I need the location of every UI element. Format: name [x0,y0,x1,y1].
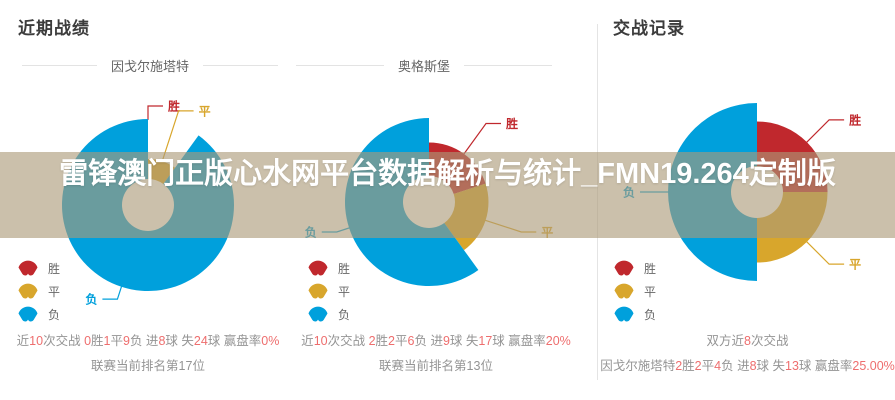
legend-ingolstadt: 胜 平 负 [16,260,60,322]
legend-item-lose[interactable]: 负 [306,306,350,322]
subtitle-line-right [203,64,279,66]
slice-label: 胜 [506,116,518,131]
slice-label: 平 [199,104,211,118]
legend-label: 负 [644,307,657,322]
legend-label: 负 [48,307,61,322]
lose-fan-icon [18,306,38,322]
legend-item-lose[interactable]: 负 [612,306,656,322]
chart-subtitle-ingolstadt: 因戈尔施塔特 [22,56,279,74]
legend-item-win[interactable]: 胜 [16,260,60,276]
h2h-record-line: 因戈尔施塔特2胜2平4负 进8球 失13球 赢盘率25.00% [600,359,895,373]
label-leader-line [102,280,125,300]
win-fan-icon [18,260,38,276]
draw-fan-icon [308,283,328,299]
subtitle-line-left [22,64,97,66]
win-fan-icon [308,260,328,276]
record-summary-augsburg: 近10次交战 2胜2平6负 进9球 失17球 赢盘率20% [301,334,571,348]
legend-label: 胜 [644,261,657,276]
section-title-recent-results: 近期战绩 [18,19,90,38]
chart-subtitle-augsburg: 奥格斯堡 [296,56,553,74]
legend-label: 负 [338,307,351,322]
win-fan-icon [614,260,634,276]
watermark-text: 雷锋澳门正版心水网平台数据解析与统计_FMN19.264定制版 [59,158,836,190]
legend-label: 平 [48,284,61,299]
legend-label: 胜 [48,261,61,276]
lose-fan-icon [308,306,328,322]
legend-item-draw[interactable]: 平 [612,283,656,299]
subtitle-line-right [464,64,553,66]
label-leader-line [802,237,845,265]
h2h-count-line: 双方近8次交战 [706,334,789,348]
legend-label: 平 [338,284,351,299]
legend-augsburg: 胜 平 负 [306,260,350,322]
watermark-banner: 雷锋澳门正版心水网平台数据解析与统计_FMN19.264定制版 [0,152,895,238]
slice-label: 胜 [168,99,180,114]
record-summary-ingolstadt: 近10次交战 0胜1平9负 进8球 失24球 赢盘率0% [16,334,280,348]
legend-item-draw[interactable]: 平 [306,283,350,299]
label-leader-line [147,105,163,120]
legend-item-win[interactable]: 胜 [306,260,350,276]
legend-label: 胜 [338,261,351,276]
league-rank-augsburg: 联赛当前排名第13位 [379,359,493,373]
lose-fan-icon [614,306,634,322]
label-leader-line [802,119,845,147]
legend-item-win[interactable]: 胜 [612,260,656,276]
slice-label: 负 [85,292,97,307]
label-leader-line [460,122,502,159]
subtitle-line-left [296,64,384,66]
draw-fan-icon [614,283,634,299]
slice-label: 平 [849,258,861,272]
team-name: 奥格斯堡 [398,58,451,74]
legend-label: 平 [644,284,657,299]
legend-item-lose[interactable]: 负 [16,306,60,322]
draw-fan-icon [18,283,38,299]
section-title-head-to-head: 交战记录 [613,19,685,38]
legend-head-to-head: 胜 平 负 [612,260,656,322]
league-rank-ingolstadt: 联赛当前排名第17位 [91,359,205,373]
slice-label: 胜 [849,112,861,127]
legend-item-draw[interactable]: 平 [16,283,60,299]
label-leader-line [160,110,194,165]
team-name: 因戈尔施塔特 [111,58,190,74]
